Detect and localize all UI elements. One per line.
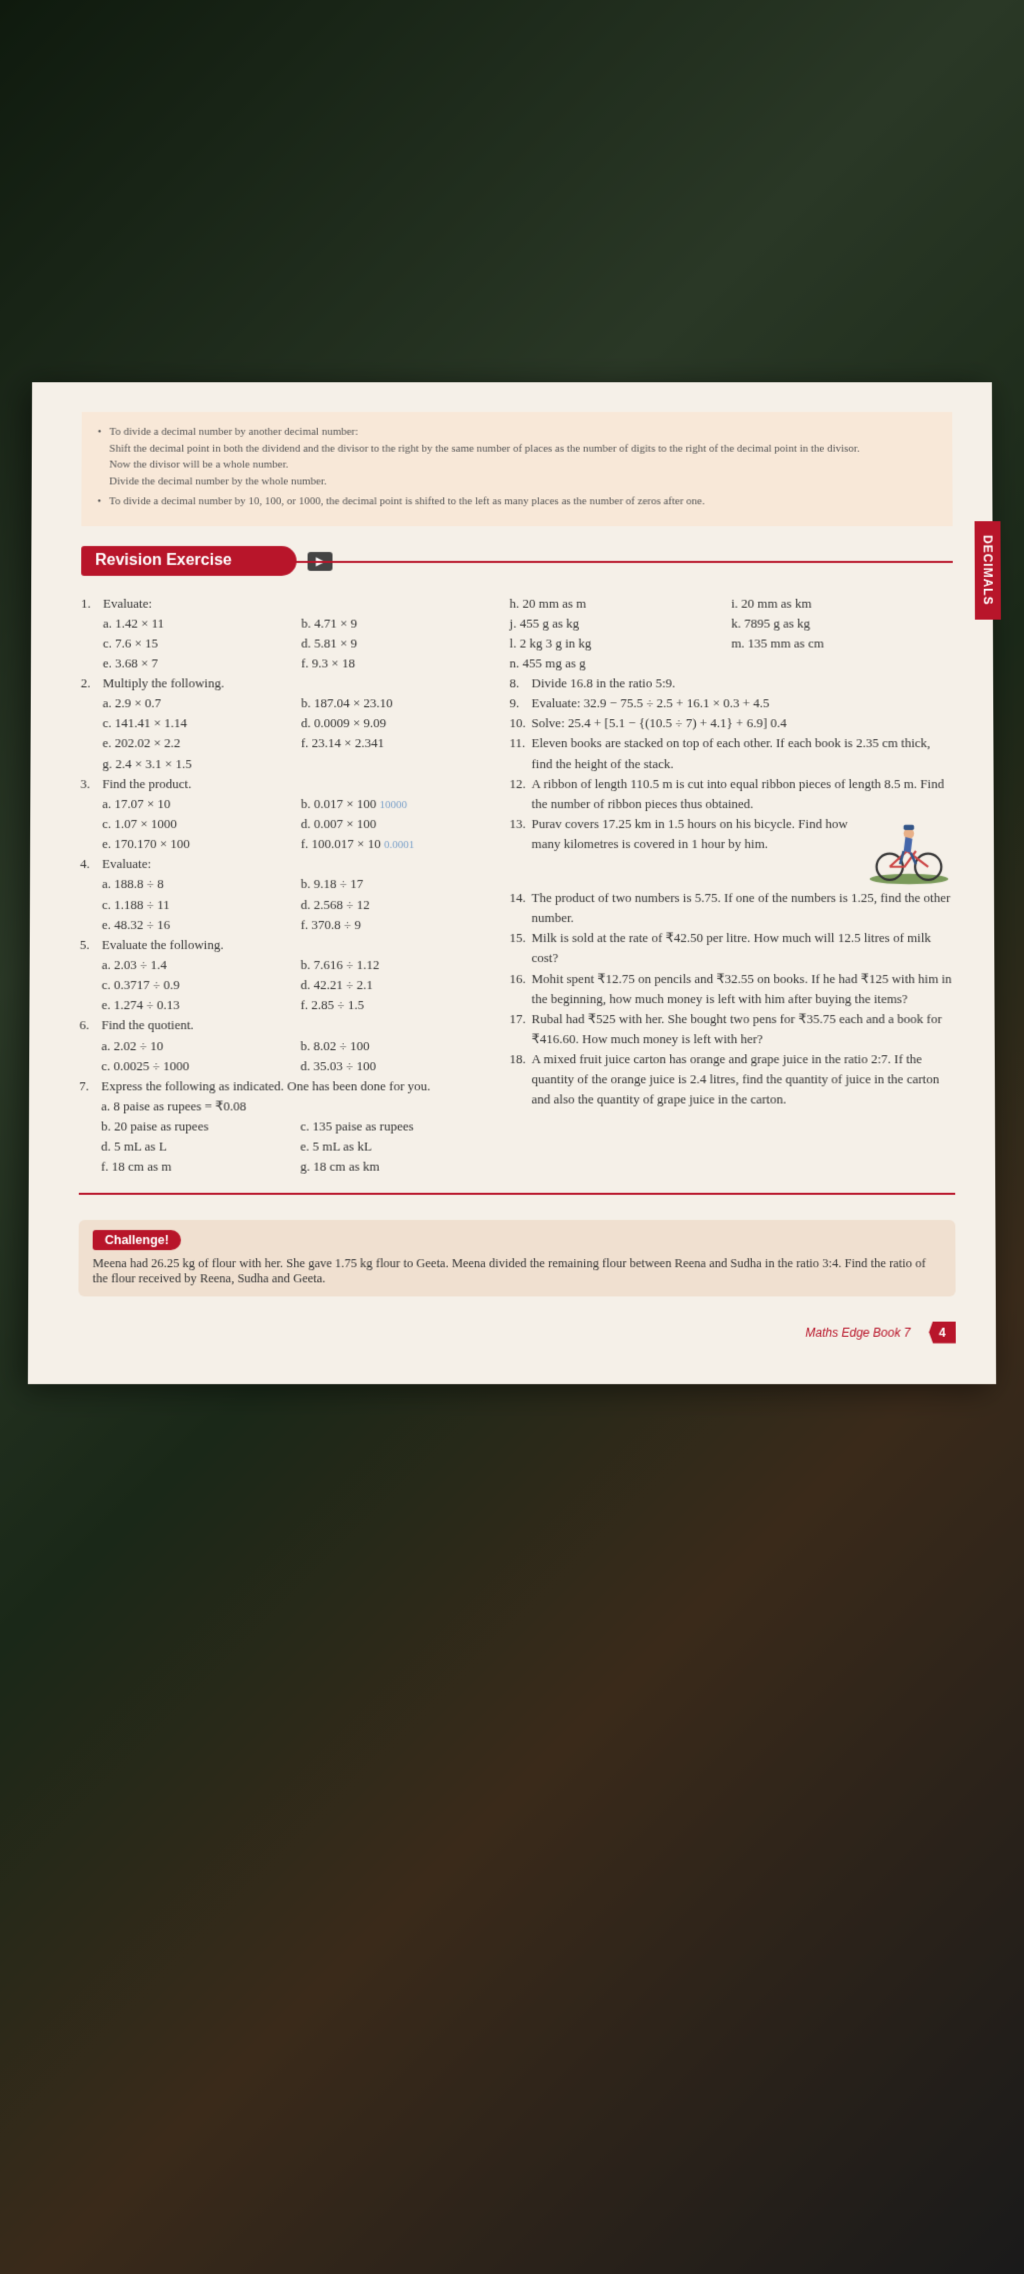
q3-b: b. 0.017 × 100 [301, 796, 377, 811]
challenge-text: Meena had 26.25 kg of flour with her. Sh… [93, 1256, 942, 1286]
q3-d: d. 0.007 × 100 [301, 814, 500, 834]
q1-b: b. 4.71 × 9 [301, 613, 499, 633]
photo-background: DECIMALS To divide a decimal number by a… [0, 0, 1024, 2274]
q2-a: a. 2.9 × 0.7 [103, 694, 301, 714]
play-icon: ▶ [308, 551, 333, 570]
tip-box: To divide a decimal number by another de… [81, 412, 952, 526]
q13-text: Purav covers 17.25 km in 1.5 hours on hi… [532, 816, 848, 851]
q14: The product of two numbers is 5.75. If o… [532, 888, 955, 928]
q5-f: f. 2.85 ÷ 1.5 [301, 995, 500, 1015]
q5-b: b. 7.616 ÷ 1.12 [301, 955, 500, 975]
q18: A mixed fruit juice carton has orange an… [532, 1049, 955, 1110]
section-header: Revision Exercise ▶ [81, 546, 953, 576]
q5-e: e. 1.274 ÷ 0.13 [102, 995, 301, 1015]
q4-a: a. 188.8 ÷ 8 [102, 874, 301, 894]
q2-f: f. 23.14 × 2.341 [301, 734, 500, 754]
q7-f: f. 18 cm as m [101, 1157, 300, 1177]
q7-h: h. 20 mm as m [510, 593, 732, 613]
q6-d: d. 35.03 ÷ 100 [300, 1056, 499, 1076]
page-number: 4 [929, 1321, 956, 1343]
q9: Evaluate: 32.9 − 75.5 ÷ 2.5 + 16.1 × 0.3… [531, 694, 953, 714]
q8: Divide 16.8 in the ratio 5:9. [531, 673, 953, 693]
q2-g: g. 2.4 × 3.1 × 1.5 [102, 754, 301, 774]
divider [79, 1192, 955, 1194]
q7-j: j. 455 g as kg [510, 613, 732, 633]
challenge-box: Challenge! Meena had 26.25 kg of flour w… [78, 1220, 955, 1296]
q7-c: c. 135 paise as rupees [300, 1117, 499, 1137]
q4-title: Evaluate: [102, 854, 499, 874]
tip-line: Shift the decimal point in both the divi… [109, 442, 859, 454]
q6-b: b. 8.02 ÷ 100 [300, 1036, 499, 1056]
challenge-title: Challenge! [93, 1230, 181, 1250]
q2-d: d. 0.0009 × 9.09 [301, 714, 499, 734]
q5-d: d. 42.21 ÷ 2.1 [301, 975, 500, 995]
chapter-side-tab: DECIMALS [975, 521, 1001, 619]
q4-e: e. 48.32 ÷ 16 [102, 915, 301, 935]
q3-title: Find the product. [102, 774, 499, 794]
book-name: Maths Edge Book 7 [805, 1325, 910, 1339]
q7-m: m. 135 mm as cm [731, 633, 953, 653]
q7-title: Express the following as indicated. One … [101, 1076, 499, 1096]
q12: A ribbon of length 110.5 m is cut into e… [531, 774, 953, 814]
q6-c: c. 0.0025 ÷ 1000 [101, 1056, 300, 1076]
q1-d: d. 5.81 × 9 [301, 633, 499, 653]
q16: Mohit spent ₹12.75 on pencils and ₹32.55… [532, 969, 955, 1009]
q7-i: i. 20 mm as km [731, 593, 953, 613]
q1-a: a. 1.42 × 11 [103, 613, 301, 633]
q7-e: e. 5 mL as kL [300, 1137, 499, 1157]
page-footer: Maths Edge Book 7 4 [78, 1321, 956, 1343]
handwriting: 10000 [380, 799, 407, 811]
q7-l: l. 2 kg 3 g in kg [510, 633, 732, 653]
q2-e: e. 202.02 × 2.2 [102, 734, 301, 754]
q5-title: Evaluate the following. [102, 935, 500, 955]
q3-f: f. 100.017 × 10 [301, 836, 381, 851]
q7-g: g. 18 cm as km [300, 1157, 499, 1177]
revision-title: Revision Exercise [81, 546, 296, 576]
q15: Milk is sold at the rate of ₹42.50 per l… [532, 928, 955, 968]
q4-b: b. 9.18 ÷ 17 [301, 874, 500, 894]
q6-a: a. 2.02 ÷ 10 [101, 1036, 300, 1056]
bicycle-icon [864, 816, 954, 886]
q4-f: f. 370.8 ÷ 9 [301, 915, 500, 935]
tip-line: To divide a decimal number by 10, 100, o… [109, 493, 705, 509]
textbook-page: DECIMALS To divide a decimal number by a… [28, 382, 996, 1383]
q5-a: a. 2.03 ÷ 1.4 [102, 955, 301, 975]
q7-a: a. 8 paise as rupees = ₹0.08 [101, 1096, 499, 1116]
q7-b: b. 20 paise as rupees [101, 1117, 300, 1137]
q1-c: c. 7.6 × 15 [103, 633, 301, 653]
q1-e: e. 3.68 × 7 [103, 653, 301, 673]
q10: Solve: 25.4 + [5.1 − {(10.5 ÷ 7) + 4.1} … [531, 714, 953, 734]
q7-k: k. 7895 g as kg [731, 613, 953, 633]
q2-title: Multiply the following. [103, 673, 500, 693]
q3-e: e. 170.170 × 100 [102, 834, 301, 854]
tip-line: Divide the decimal number by the whole n… [109, 475, 326, 487]
exercise-grid: 1.Evaluate: a. 1.42 × 11b. 4.71 × 9 c. 7… [79, 593, 955, 1177]
q6-title: Find the quotient. [101, 1016, 499, 1036]
tip-line: To divide a decimal number by another de… [109, 426, 358, 438]
q11: Eleven books are stacked on top of each … [531, 734, 953, 774]
q1-f: f. 9.3 × 18 [301, 653, 499, 673]
handwriting: 0.0001 [384, 839, 414, 851]
q4-d: d. 2.568 ÷ 12 [301, 895, 500, 915]
q5-c: c. 0.3717 ÷ 0.9 [102, 975, 301, 995]
q3-c: c. 1.07 × 1000 [102, 814, 301, 834]
q3-a: a. 17.07 × 10 [102, 794, 301, 814]
q2-c: c. 141.41 × 1.14 [103, 714, 302, 734]
q7-n: n. 455 mg as g [510, 653, 732, 673]
q2-b: b. 187.04 × 23.10 [301, 694, 499, 714]
tip-line: Now the divisor will be a whole number. [109, 459, 288, 471]
q4-c: c. 1.188 ÷ 11 [102, 895, 301, 915]
q1-title: Evaluate: [103, 593, 500, 613]
q17: Rubal had ₹525 with her. She bought two … [532, 1009, 955, 1049]
q7-d: d. 5 mL as L [101, 1137, 300, 1157]
